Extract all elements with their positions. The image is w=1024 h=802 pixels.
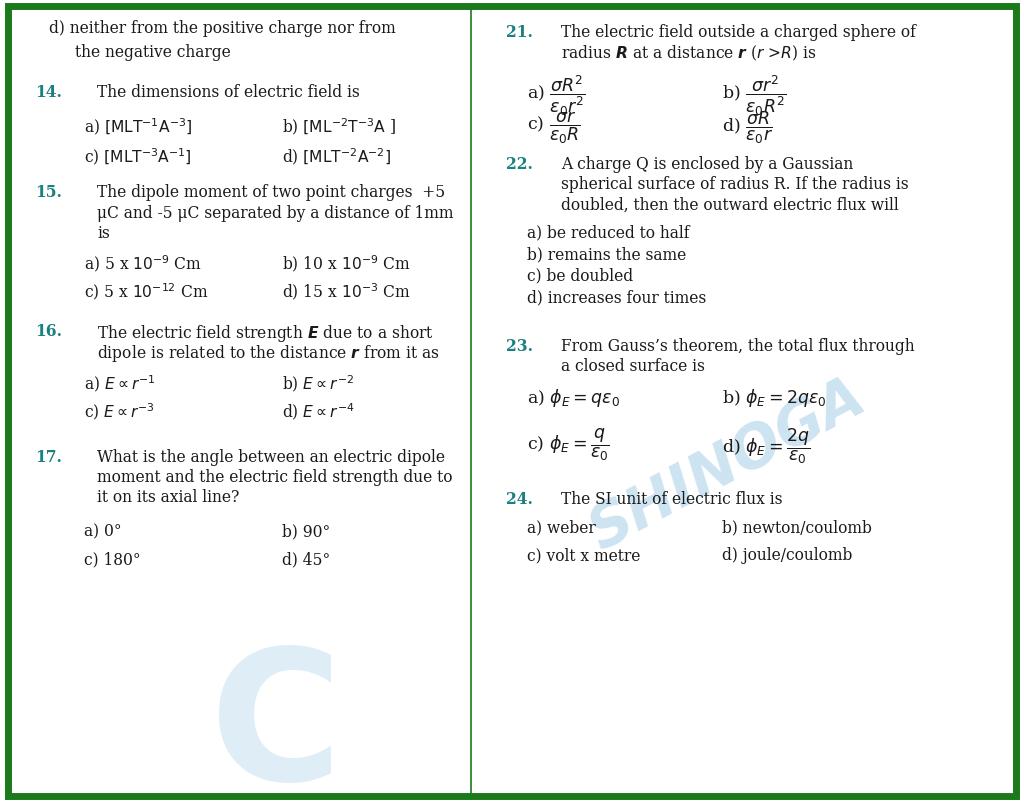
Text: it on its axial line?: it on its axial line?: [97, 489, 240, 506]
Text: 16.: 16.: [35, 323, 61, 340]
Text: d) $E \propto r^{-4}$: d) $E \propto r^{-4}$: [282, 401, 354, 422]
Text: a) 0°: a) 0°: [84, 523, 122, 540]
Text: 24.: 24.: [506, 491, 532, 508]
Text: c) $\dfrac{\sigma r}{\varepsilon_0 R}$: c) $\dfrac{\sigma r}{\varepsilon_0 R}$: [527, 110, 581, 146]
Text: c) be doubled: c) be doubled: [527, 268, 634, 285]
Text: b) newton/coulomb: b) newton/coulomb: [722, 519, 871, 536]
Text: 14.: 14.: [35, 84, 61, 101]
Text: the negative charge: the negative charge: [75, 44, 230, 61]
Text: The SI unit of electric flux is: The SI unit of electric flux is: [561, 491, 782, 508]
Text: b) $E \propto r^{-2}$: b) $E \propto r^{-2}$: [282, 373, 353, 394]
Text: 21.: 21.: [506, 24, 532, 41]
Text: doubled, then the outward electric flux will: doubled, then the outward electric flux …: [561, 196, 899, 213]
Text: a) $\dfrac{\sigma R^2}{\varepsilon_0 r^2}$: a) $\dfrac{\sigma R^2}{\varepsilon_0 r^2…: [527, 74, 586, 119]
Text: b) $\phi_E = 2q\varepsilon_0$: b) $\phi_E = 2q\varepsilon_0$: [722, 387, 826, 408]
Text: What is the angle between an electric dipole: What is the angle between an electric di…: [97, 449, 445, 466]
Text: 15.: 15.: [35, 184, 61, 201]
Text: d) $[\mathrm{MLT^{-2}A^{-2}}]$: d) $[\mathrm{MLT^{-2}A^{-2}}]$: [282, 146, 391, 167]
Text: b) $\dfrac{\sigma r^2}{\varepsilon_0 R^2}$: b) $\dfrac{\sigma r^2}{\varepsilon_0 R^2…: [722, 74, 786, 119]
Text: C: C: [210, 642, 343, 802]
Text: c) $\phi_E = \dfrac{q}{\varepsilon_0}$: c) $\phi_E = \dfrac{q}{\varepsilon_0}$: [527, 427, 610, 463]
Text: The electric field strength $\boldsymbol{E}$ due to a short: The electric field strength $\boldsymbol…: [97, 323, 434, 344]
Text: moment and the electric field strength due to: moment and the electric field strength d…: [97, 469, 453, 486]
Text: c) $[\mathrm{MLT^{-3}A^{-1}}]$: c) $[\mathrm{MLT^{-3}A^{-1}}]$: [84, 146, 191, 167]
Text: d) $\phi_E = \dfrac{2q}{\varepsilon_0}$: d) $\phi_E = \dfrac{2q}{\varepsilon_0}$: [722, 427, 810, 466]
Text: b) 10 x $10^{-9}$ Cm: b) 10 x $10^{-9}$ Cm: [282, 253, 411, 273]
Text: A charge Q is enclosed by a Gaussian: A charge Q is enclosed by a Gaussian: [561, 156, 853, 173]
Text: b) remains the same: b) remains the same: [527, 246, 687, 263]
Text: c) volt x metre: c) volt x metre: [527, 547, 641, 564]
Text: d) increases four times: d) increases four times: [527, 290, 707, 306]
Text: c) $E \propto r^{-3}$: c) $E \propto r^{-3}$: [84, 401, 155, 422]
Text: The dipole moment of two point charges  +5: The dipole moment of two point charges +…: [97, 184, 445, 201]
Text: d) joule/coulomb: d) joule/coulomb: [722, 547, 852, 564]
Text: SHINOGA: SHINOGA: [580, 369, 874, 561]
Text: c) 180°: c) 180°: [84, 551, 140, 568]
Text: d) neither from the positive charge nor from: d) neither from the positive charge nor …: [49, 20, 396, 37]
Text: a closed surface is: a closed surface is: [561, 358, 706, 375]
Text: a) $E \propto r^{-1}$: a) $E \propto r^{-1}$: [84, 373, 156, 394]
Text: μC and -5 μC separated by a distance of 1mm: μC and -5 μC separated by a distance of …: [97, 205, 454, 221]
Text: a) weber: a) weber: [527, 519, 596, 536]
Text: spherical surface of radius R. If the radius is: spherical surface of radius R. If the ra…: [561, 176, 908, 193]
Text: The electric field outside a charged sphere of: The electric field outside a charged sph…: [561, 24, 916, 41]
Text: d) $\dfrac{\sigma R}{\varepsilon_0 r}$: d) $\dfrac{\sigma R}{\varepsilon_0 r}$: [722, 110, 773, 146]
Text: radius $\boldsymbol{R}$ at a distance $\boldsymbol{r}$ ($r$ >$R$) is: radius $\boldsymbol{R}$ at a distance $\…: [561, 44, 817, 63]
Text: The dimensions of electric field is: The dimensions of electric field is: [97, 84, 360, 101]
Text: d) 45°: d) 45°: [282, 551, 330, 568]
Text: is: is: [97, 225, 110, 241]
Text: b) $[\mathrm{ML^{-2}T^{-3}A}$ ]: b) $[\mathrm{ML^{-2}T^{-3}A}$ ]: [282, 116, 395, 137]
Text: From Gauss’s theorem, the total flux through: From Gauss’s theorem, the total flux thr…: [561, 338, 914, 355]
Text: 23.: 23.: [506, 338, 532, 355]
Text: a) $\phi_E = q\varepsilon_0$: a) $\phi_E = q\varepsilon_0$: [527, 387, 621, 408]
Text: b) 90°: b) 90°: [282, 523, 330, 540]
Text: 22.: 22.: [506, 156, 532, 173]
Text: a) be reduced to half: a) be reduced to half: [527, 225, 690, 241]
Text: c) 5 x $10^{-12}$ Cm: c) 5 x $10^{-12}$ Cm: [84, 281, 208, 302]
Text: a) $[\mathrm{MLT^{-1}A^{-3}}]$: a) $[\mathrm{MLT^{-1}A^{-3}}]$: [84, 116, 193, 137]
Text: 17.: 17.: [35, 449, 61, 466]
Text: d) 15 x $10^{-3}$ Cm: d) 15 x $10^{-3}$ Cm: [282, 281, 411, 302]
Text: a) 5 x $10^{-9}$ Cm: a) 5 x $10^{-9}$ Cm: [84, 253, 202, 273]
Text: dipole is related to the distance $\boldsymbol{r}$ from it as: dipole is related to the distance $\bold…: [97, 343, 440, 364]
